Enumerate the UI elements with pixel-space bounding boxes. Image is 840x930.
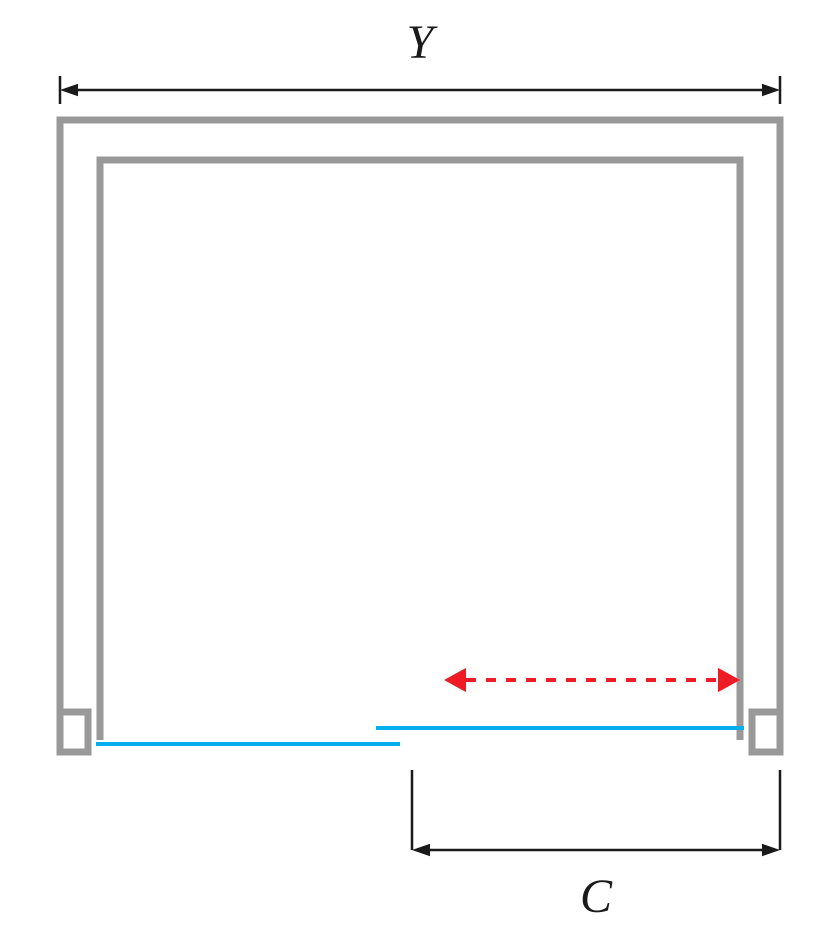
diagram-canvas: YC — [0, 0, 840, 930]
frame-outer — [60, 120, 780, 740]
end-block-left — [60, 712, 88, 752]
motion-arrow-head-left — [444, 668, 466, 692]
frame-inner — [100, 160, 740, 740]
dim-y-label: Y — [407, 16, 438, 69]
dim-c-head-right — [762, 844, 780, 857]
dim-c-label: C — [580, 870, 613, 923]
end-block-right — [752, 712, 780, 752]
dim-y-head-left — [60, 84, 78, 97]
dim-c-head-left — [412, 844, 430, 857]
dim-y-head-right — [762, 84, 780, 97]
